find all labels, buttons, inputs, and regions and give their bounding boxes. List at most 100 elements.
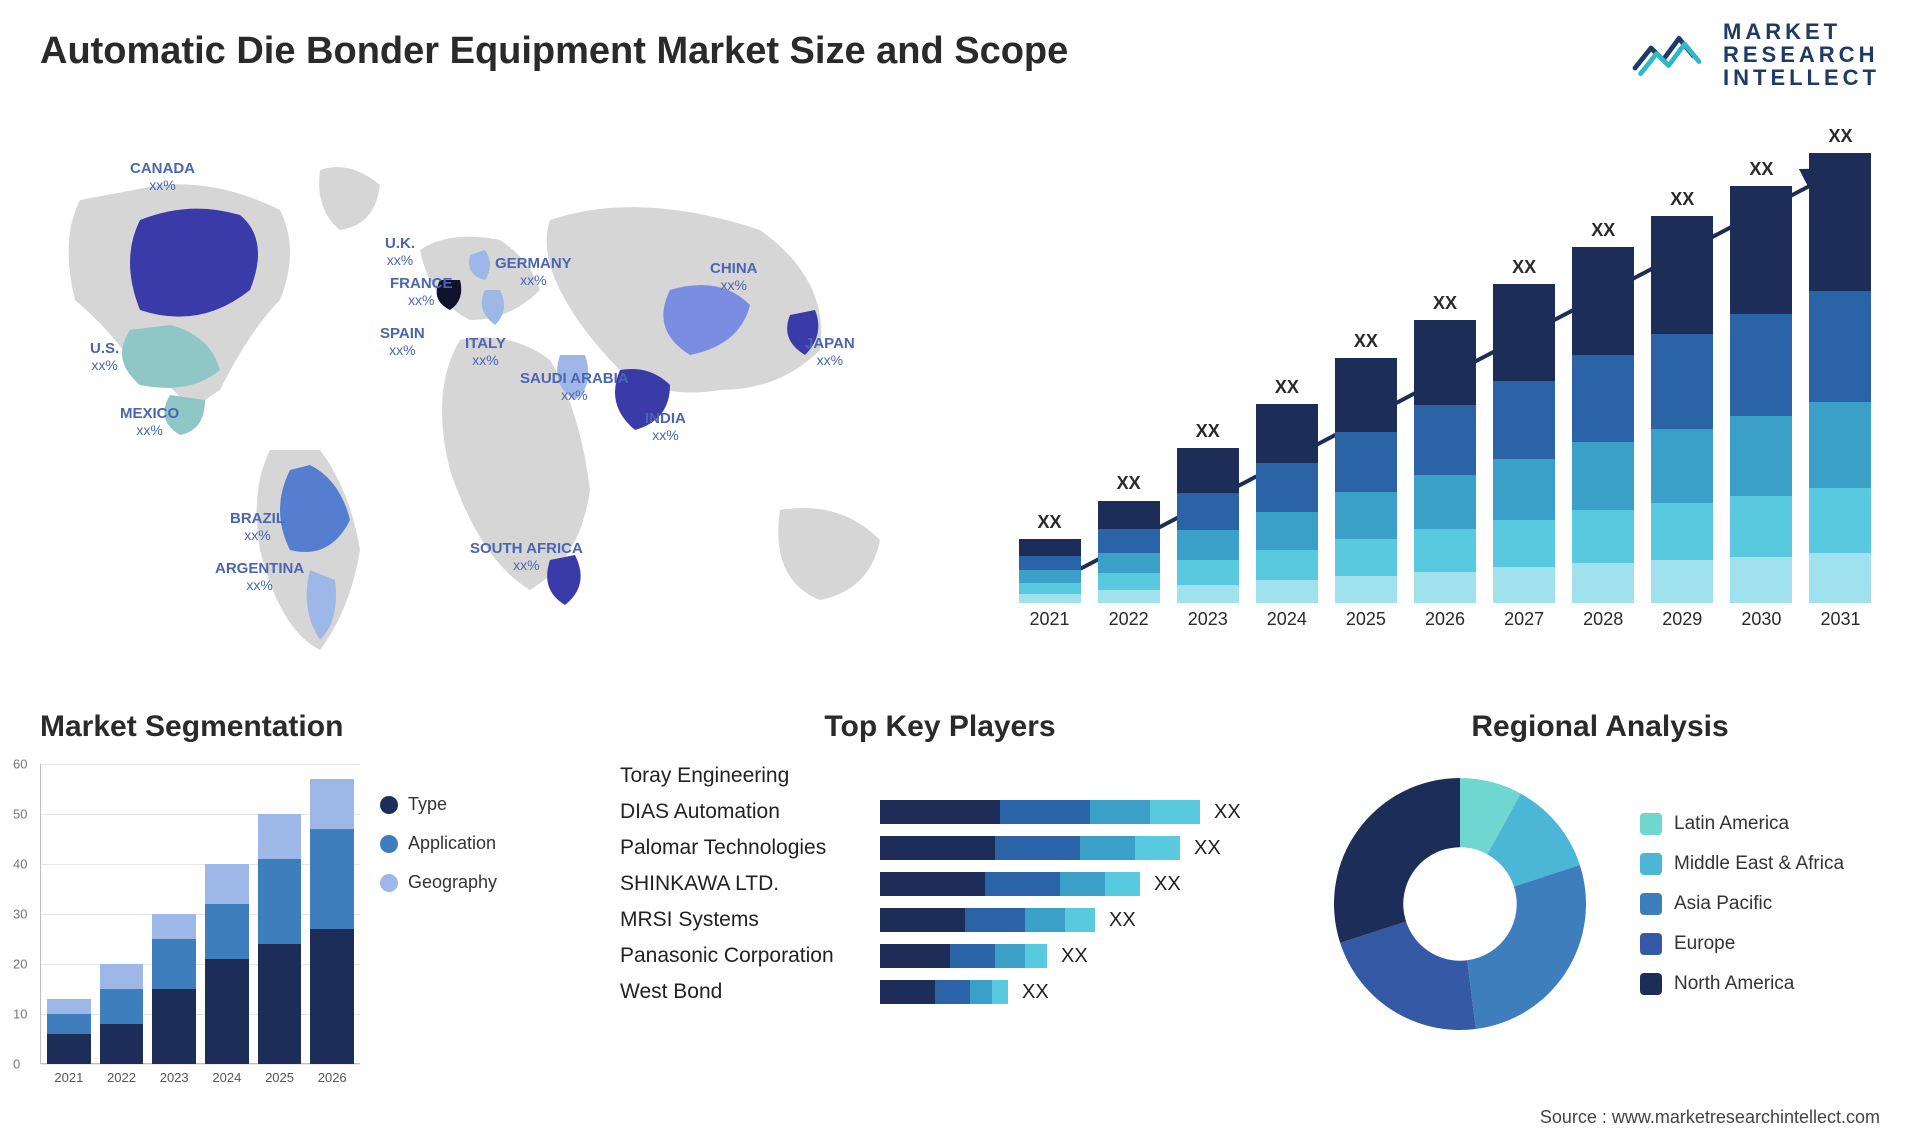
size-year-label: 2022	[1109, 609, 1149, 630]
keyplayer-row: Toray Engineering	[620, 764, 1260, 788]
map-label: GERMANYxx%	[495, 255, 572, 288]
seg-bar	[100, 964, 144, 1064]
logo-text-1: MARKET	[1723, 20, 1880, 43]
map-label: FRANCExx%	[390, 275, 453, 308]
seg-ytick: 60	[13, 757, 27, 772]
keyplayer-name: DIAS Automation	[620, 800, 880, 824]
keyplayer-name: Panasonic Corporation	[620, 944, 880, 968]
regional-legend-label: North America	[1674, 973, 1794, 995]
keyplayer-value: XX	[1109, 909, 1136, 932]
size-year-label: 2028	[1583, 609, 1623, 630]
keyplayer-name: West Bond	[620, 980, 880, 1004]
map-label: JAPANxx%	[805, 335, 855, 368]
map-label: CHINAxx%	[710, 260, 758, 293]
seg-legend-item: Type	[380, 794, 497, 815]
regional-donut-chart	[1320, 764, 1600, 1044]
map-label: SPAINxx%	[380, 325, 425, 358]
regional-legend-item: North America	[1640, 973, 1844, 995]
legend-swatch-icon	[1640, 933, 1662, 955]
seg-bar	[152, 914, 196, 1064]
segmentation-title: Market Segmentation	[40, 710, 580, 744]
size-year-label: 2021	[1030, 609, 1070, 630]
keyplayer-name: SHINKAWA LTD.	[620, 872, 880, 896]
keyplayers-title: Top Key Players	[620, 710, 1260, 744]
brand-logo: MARKET RESEARCH INTELLECT	[1631, 20, 1880, 89]
seg-bar	[47, 999, 91, 1064]
keyplayer-row: Panasonic CorporationXX	[620, 944, 1260, 968]
seg-xlabel: 2024	[205, 1070, 249, 1085]
seg-bar	[205, 864, 249, 1064]
regional-legend-label: Asia Pacific	[1674, 893, 1772, 915]
size-bar-label: XX	[1354, 331, 1378, 352]
seg-ytick: 50	[13, 807, 27, 822]
keyplayer-bar	[880, 944, 1047, 968]
keyplayer-name: Palomar Technologies	[620, 836, 880, 860]
map-label: SAUDI ARABIAxx%	[520, 370, 629, 403]
legend-swatch-icon	[380, 835, 398, 853]
regional-legend-item: Asia Pacific	[1640, 893, 1844, 915]
legend-swatch-icon	[1640, 813, 1662, 835]
seg-legend-item: Application	[380, 833, 497, 854]
size-bar: XX2024	[1247, 377, 1326, 630]
size-bar-label: XX	[1828, 126, 1852, 147]
keyplayer-value: XX	[1022, 981, 1049, 1004]
size-bar: XX 2022	[1089, 473, 1168, 630]
size-bar: XX2025	[1326, 331, 1405, 630]
seg-ytick: 0	[13, 1057, 20, 1072]
regional-legend-label: Europe	[1674, 933, 1735, 955]
size-bar: XX2027	[1485, 257, 1564, 630]
seg-xlabel: 2022	[100, 1070, 144, 1085]
keyplayer-row: SHINKAWA LTD. XX	[620, 872, 1260, 896]
keyplayer-row: Palomar TechnologiesXX	[620, 836, 1260, 860]
map-label: CANADAxx%	[130, 160, 195, 193]
segmentation-legend: Type Application Geography	[380, 764, 497, 893]
size-year-label: 2023	[1188, 609, 1228, 630]
size-bar-label: XX	[1512, 257, 1536, 278]
market-size-chart: XX2021XX2022XX2023XX2024XX2025XX2026XX20…	[1010, 140, 1880, 670]
size-bar-label: XX	[1117, 473, 1141, 494]
seg-legend-item: Geography	[380, 872, 497, 893]
size-bar-label: XX	[1038, 512, 1062, 533]
seg-ytick: 10	[13, 1007, 27, 1022]
keyplayer-bar	[880, 872, 1140, 896]
size-bar-label: XX	[1591, 220, 1615, 241]
map-label: ITALYxx%	[465, 335, 506, 368]
page-title: Automatic Die Bonder Equipment Market Si…	[40, 30, 1068, 73]
size-bar: XX 2028	[1564, 220, 1643, 630]
regional-legend-item: Middle East & Africa	[1640, 853, 1844, 875]
seg-xlabel: 2023	[152, 1070, 196, 1085]
seg-legend-label: Geography	[408, 872, 497, 893]
segmentation-panel: Market Segmentation 01020304050602021202…	[40, 710, 580, 1064]
size-year-label: 2030	[1741, 609, 1781, 630]
map-label: U.S.xx%	[90, 340, 119, 373]
legend-swatch-icon	[1640, 973, 1662, 995]
map-label: INDIAxx%	[645, 410, 686, 443]
size-bar: XX2026	[1405, 293, 1484, 630]
regional-legend-item: Europe	[1640, 933, 1844, 955]
regional-panel: Regional Analysis Latin AmericaMiddle Ea…	[1320, 710, 1880, 1044]
legend-swatch-icon	[380, 796, 398, 814]
seg-xlabel: 2026	[310, 1070, 354, 1085]
logo-text-3: INTELLECT	[1723, 66, 1880, 89]
keyplayer-row: West Bond XX	[620, 980, 1260, 1004]
logo-mark-icon	[1631, 22, 1711, 87]
legend-swatch-icon	[1640, 853, 1662, 875]
seg-bar	[258, 814, 302, 1064]
seg-legend-label: Type	[408, 794, 447, 815]
keyplayer-bar	[880, 836, 1180, 860]
size-year-label: 2029	[1662, 609, 1702, 630]
regional-legend: Latin AmericaMiddle East & AfricaAsia Pa…	[1640, 813, 1844, 995]
donut-slice	[1334, 778, 1460, 943]
seg-ytick: 40	[13, 857, 27, 872]
keyplayer-value: XX	[1154, 873, 1181, 896]
world-map-panel: CANADAxx%U.S.xx%MEXICOxx%BRAZILxx%ARGENT…	[20, 130, 920, 690]
size-bar: XX 2021	[1010, 512, 1089, 630]
keyplayer-bar	[880, 980, 1008, 1004]
keyplayer-row: DIAS AutomationXX	[620, 800, 1260, 824]
map-label: MEXICOxx%	[120, 405, 179, 438]
size-year-label: 2024	[1267, 609, 1307, 630]
size-year-label: 2026	[1425, 609, 1465, 630]
keyplayer-name: Toray Engineering	[620, 764, 880, 788]
segmentation-chart: 0102030405060202120222023202420252026	[40, 764, 360, 1064]
donut-slice	[1467, 865, 1586, 1029]
